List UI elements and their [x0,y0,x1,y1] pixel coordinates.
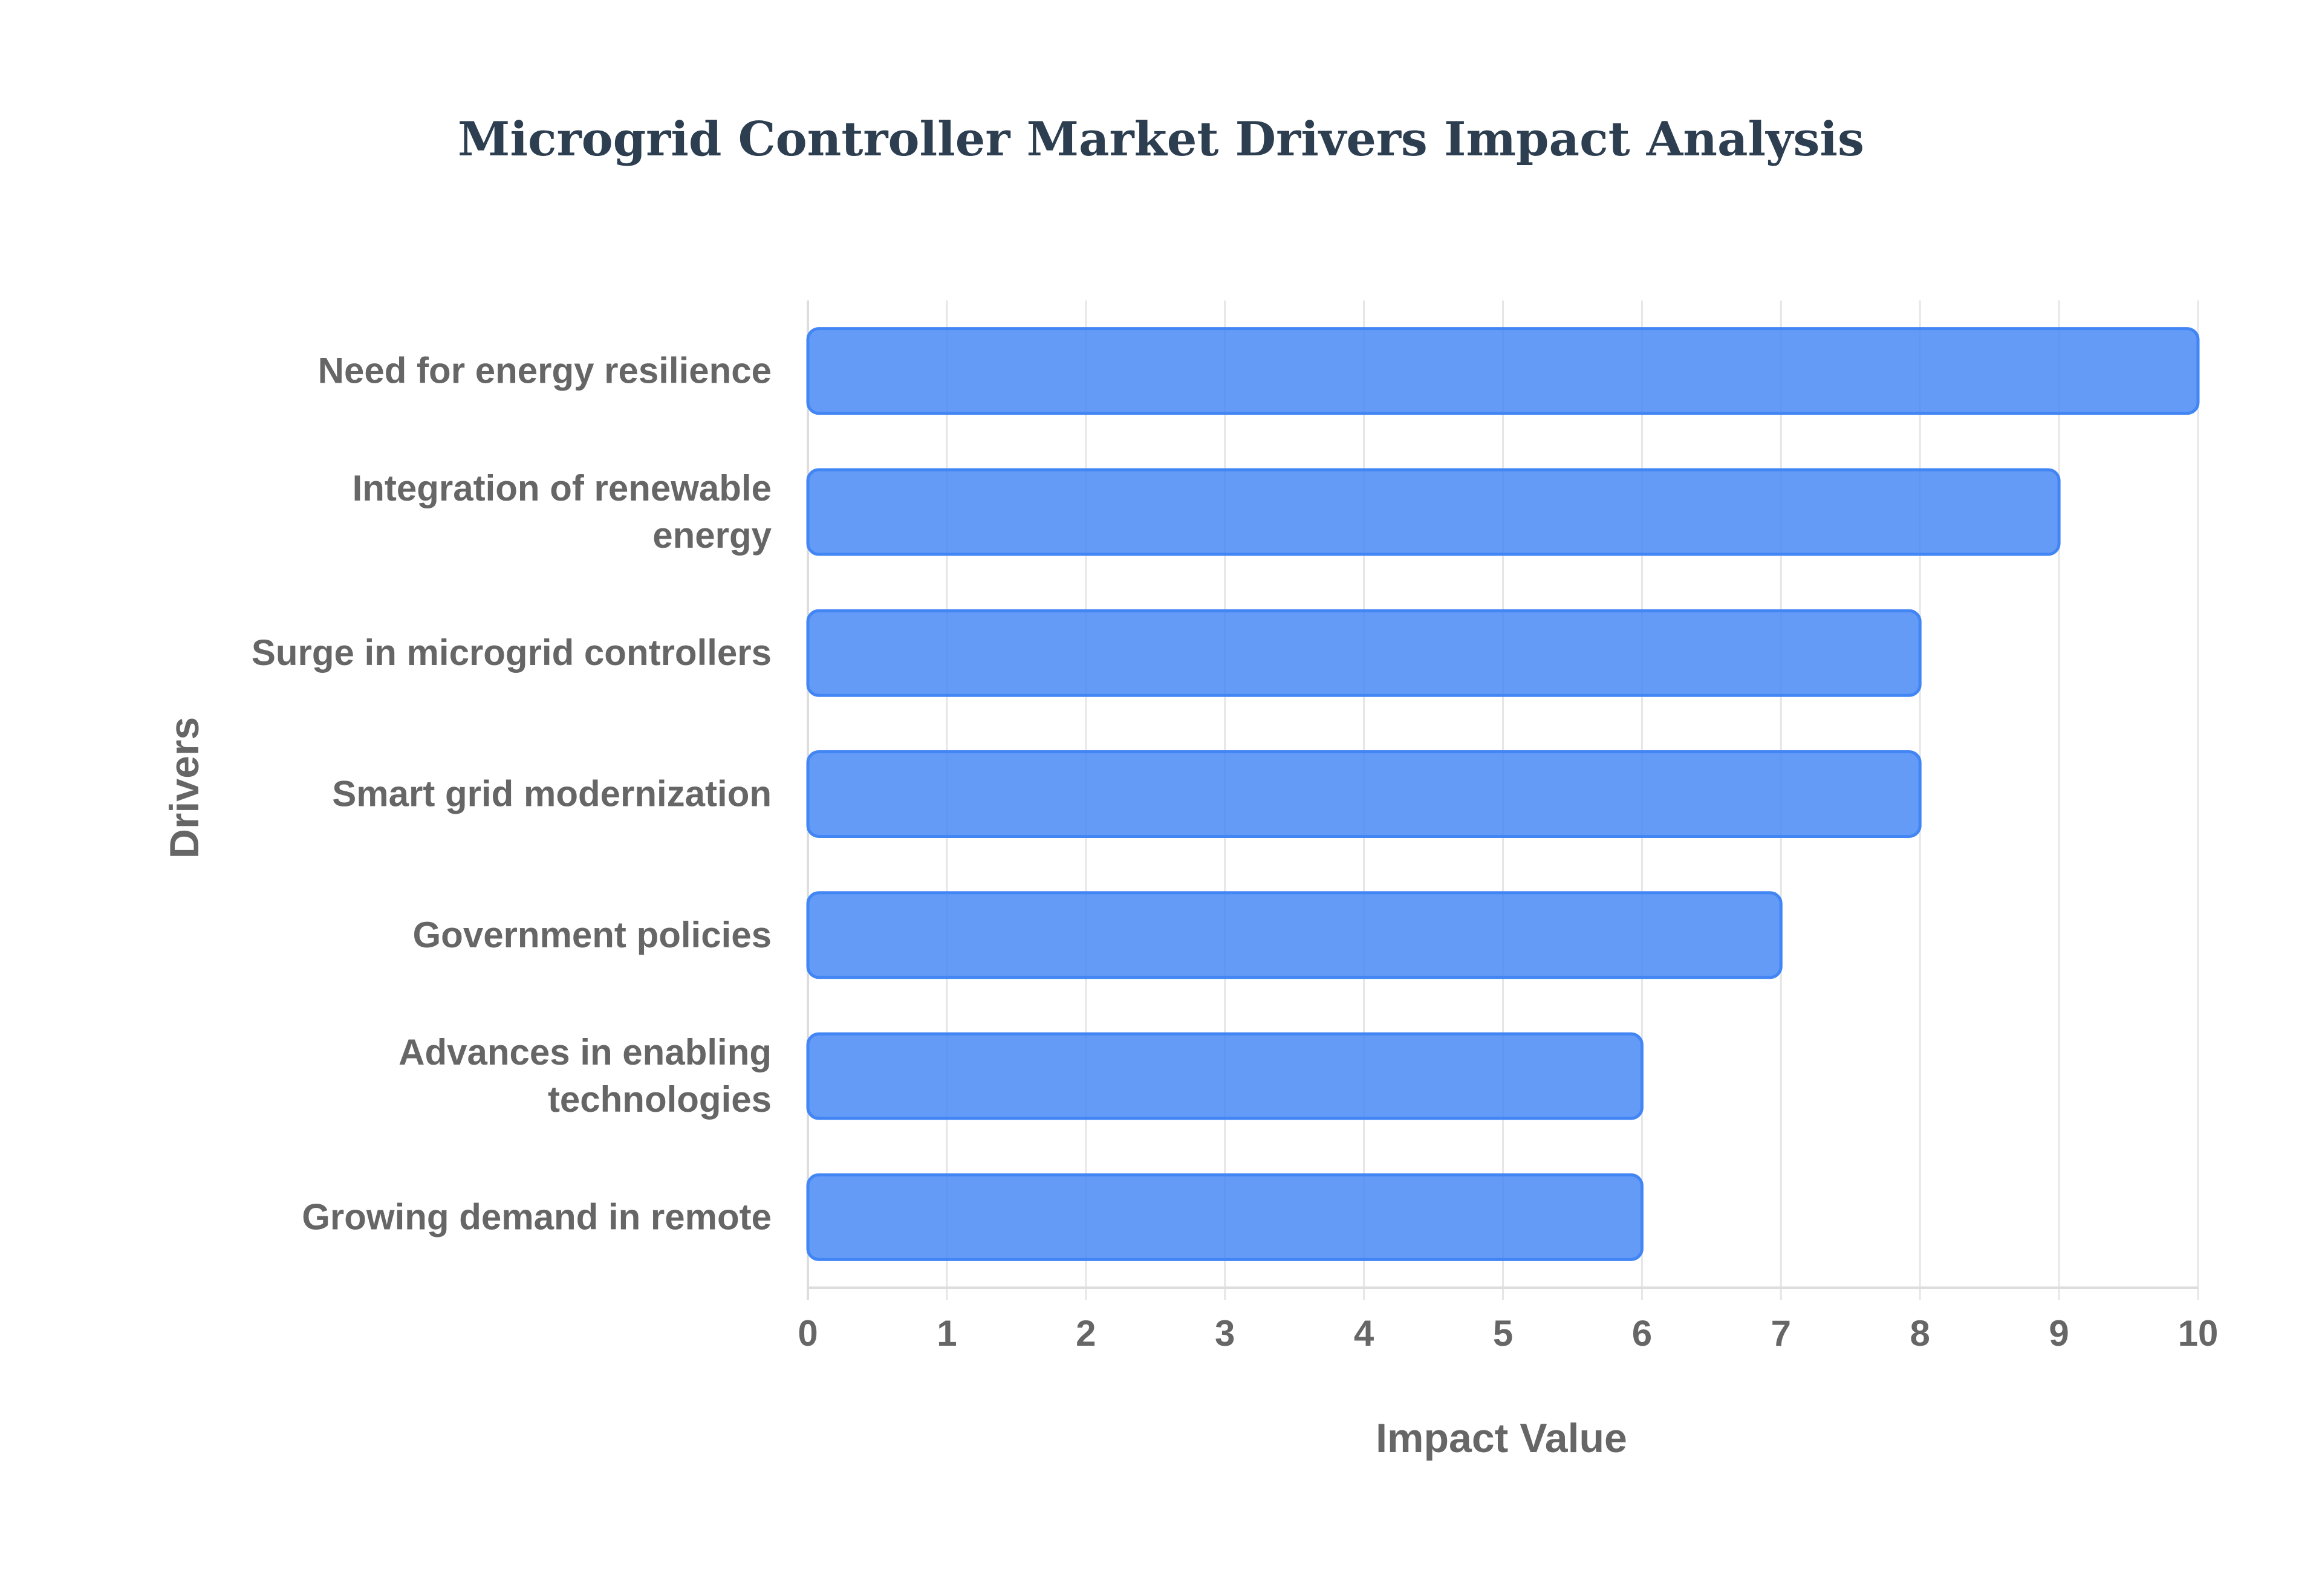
x-tick-label: 10 [2178,1313,2219,1354]
x-tick-label: 7 [1771,1313,1791,1354]
bars [806,327,2200,1261]
bar [806,327,2200,415]
y-tick-label: Government policies [413,915,772,955]
x-tick-label: 5 [1493,1313,1513,1354]
y-tick-label-line: Need for energy resilience [318,351,772,391]
bar [806,1032,1644,1120]
bar [806,468,2061,556]
y-tick-label: Advances in enabling technologies [398,1032,772,1120]
x-tick-label: 1 [937,1313,957,1354]
y-tick-label-line: technologies [548,1079,772,1120]
y-tick-label-line: Growing demand in remote [302,1196,772,1237]
y-tick-label: Integration of renewable energy [353,468,772,556]
y-tick-label: Growing demand in remote [302,1196,772,1237]
x-axis-tick-labels: 0 1 2 3 4 5 6 7 8 9 10 [798,1313,2218,1354]
x-tick-label: 9 [2049,1313,2069,1354]
y-tick-label: Smart grid modernization [332,774,772,814]
bar [806,609,1922,697]
bar [806,1173,1644,1261]
y-tick-label-line: Integration of renewable [353,468,772,508]
x-axis-title: Impact Value [1376,1415,1627,1461]
x-tick-label: 8 [1910,1313,1930,1354]
x-tick-label: 0 [798,1313,818,1354]
y-tick-label: Surge in microgrid controllers [252,632,772,673]
bar [806,891,1783,979]
y-tick-label-line: energy [652,515,772,556]
x-tick-label: 6 [1632,1313,1652,1354]
chart-title: Microgrid Controller Market Drivers Impa… [458,112,1864,167]
bar [806,750,1922,838]
x-tick-label: 4 [1354,1313,1374,1354]
y-tick-label-line: Surge in microgrid controllers [252,632,772,673]
y-axis-title: Drivers [161,717,207,858]
y-tick-label-line: Advances in enabling [398,1032,772,1072]
x-tick-label: 3 [1215,1313,1235,1354]
y-tick-label-line: Government policies [413,915,772,955]
y-axis-tick-labels: Need for energy resilience Integration of… [252,351,772,1238]
y-tick-label-line: Smart grid modernization [332,774,772,814]
x-tick-label: 2 [1076,1313,1096,1354]
y-tick-label: Need for energy resilience [318,351,772,391]
